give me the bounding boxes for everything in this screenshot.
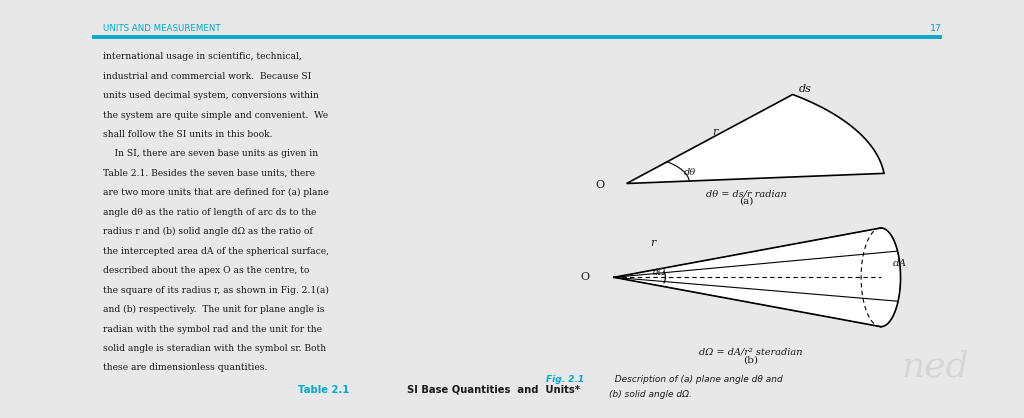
Text: (b): (b): [742, 355, 758, 364]
Text: solid angle is steradian with the symbol sr. Both: solid angle is steradian with the symbol…: [103, 344, 327, 353]
Text: radius r and (b) solid angle dΩ as the ratio of: radius r and (b) solid angle dΩ as the r…: [103, 227, 313, 237]
Text: these are dimensionless quantities.: these are dimensionless quantities.: [103, 364, 268, 372]
Text: industrial and commercial work.  Because SI: industrial and commercial work. Because …: [103, 71, 311, 81]
Text: described about the apex O as the centre, to: described about the apex O as the centre…: [103, 266, 310, 275]
Text: are two more units that are defined for (a) plane: are two more units that are defined for …: [103, 189, 329, 197]
Text: SI Base Quantities  and  Units*: SI Base Quantities and Units*: [400, 385, 581, 395]
Text: dθ = ds/r radian: dθ = ds/r radian: [706, 189, 786, 198]
Text: dθ: dθ: [683, 168, 695, 177]
Text: units used decimal system, conversions within: units used decimal system, conversions w…: [103, 91, 319, 100]
Polygon shape: [627, 94, 884, 184]
Text: and (b) respectively.  The unit for plane angle is: and (b) respectively. The unit for plane…: [103, 305, 325, 314]
Text: r: r: [713, 127, 718, 137]
Text: shall follow the SI units in this book.: shall follow the SI units in this book.: [103, 130, 273, 139]
Text: (a): (a): [739, 196, 754, 205]
Text: r: r: [650, 238, 655, 248]
Text: ds: ds: [799, 84, 812, 94]
Text: the intercepted area dA of the spherical surface,: the intercepted area dA of the spherical…: [103, 247, 330, 256]
Text: In SI, there are seven base units as given in: In SI, there are seven base units as giv…: [103, 150, 318, 158]
Text: 17: 17: [930, 24, 942, 33]
Text: (b) solid angle dΩ.: (b) solid angle dΩ.: [609, 390, 692, 399]
Text: UNITS AND MEASUREMENT: UNITS AND MEASUREMENT: [103, 24, 221, 33]
Text: international usage in scientific, technical,: international usage in scientific, techn…: [103, 52, 302, 61]
Text: Table 2.1: Table 2.1: [298, 385, 349, 395]
Text: dΩ = dA/r² steradian: dΩ = dA/r² steradian: [698, 347, 802, 356]
Text: Description of (a) plane angle dθ and: Description of (a) plane angle dθ and: [609, 375, 783, 384]
Polygon shape: [613, 228, 900, 327]
Text: O: O: [581, 272, 590, 282]
Text: O: O: [595, 180, 604, 190]
Text: ned: ned: [901, 350, 969, 384]
Text: the square of its radius r, as shown in Fig. 2.1(a): the square of its radius r, as shown in …: [103, 285, 330, 295]
Text: Fig. 2.1: Fig. 2.1: [546, 375, 584, 384]
Text: angle dθ as the ratio of length of arc ds to the: angle dθ as the ratio of length of arc d…: [103, 208, 316, 217]
Text: dΩ: dΩ: [653, 268, 667, 277]
Text: the system are quite simple and convenient.  We: the system are quite simple and convenie…: [103, 110, 329, 120]
Text: Table 2.1. Besides the seven base units, there: Table 2.1. Besides the seven base units,…: [103, 169, 315, 178]
Text: radian with the symbol rad and the unit for the: radian with the symbol rad and the unit …: [103, 324, 323, 334]
Text: dA: dA: [893, 259, 907, 268]
